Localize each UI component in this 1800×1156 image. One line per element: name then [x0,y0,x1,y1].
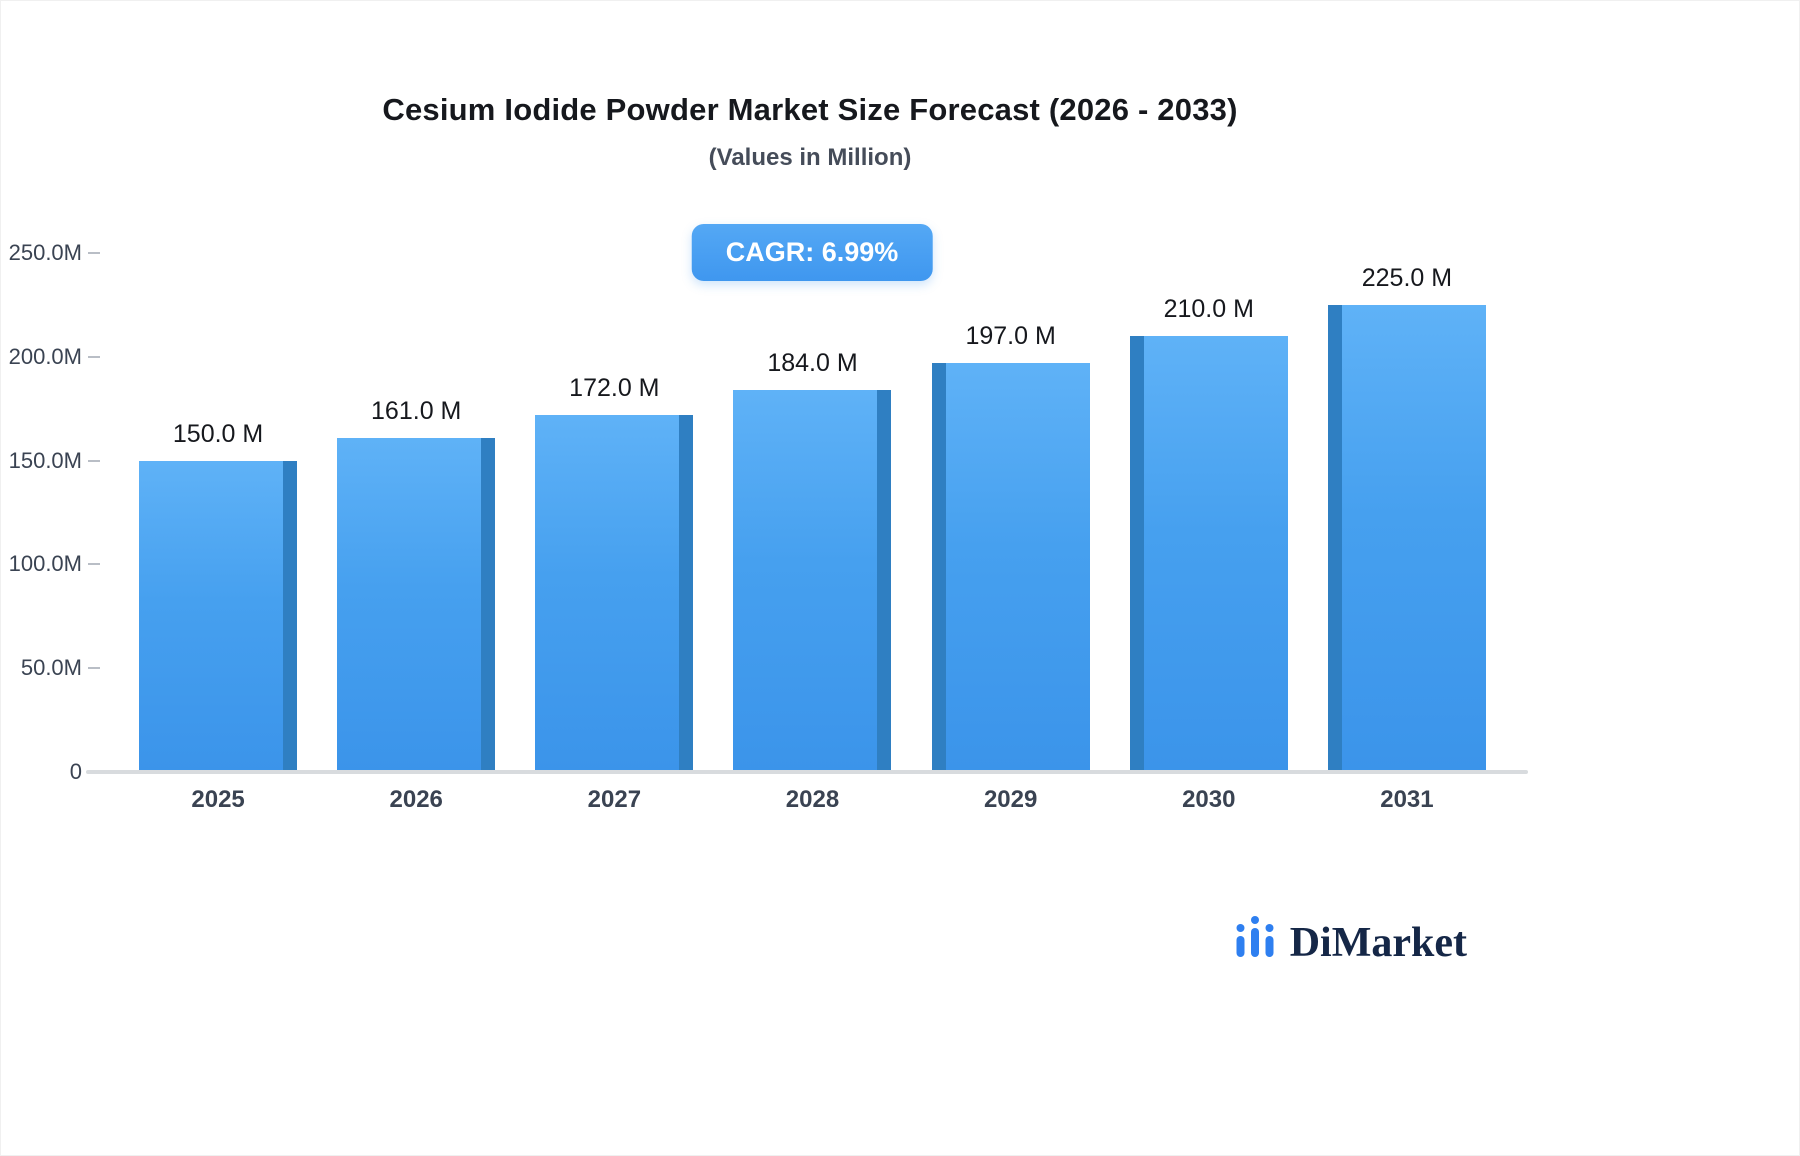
y-tick: 200.0M [9,344,100,370]
bar-value-label: 150.0 M [172,420,264,448]
bar[interactable] [931,363,1090,772]
bar-value-label: 161.0 M [371,397,462,425]
y-tick-label: 0 [69,759,82,784]
bar-value-label: 172.0 M [569,374,660,402]
bar-slot: 225.0 M [1308,253,1506,772]
y-tick-mark [88,563,100,566]
bar-slot: 161.0 M [317,253,515,772]
bar-side-shade [1129,336,1144,772]
y-tick-label: 250.0M [8,240,82,265]
y-tick-label: 150.0M [8,447,82,473]
bar-face[interactable] [1143,336,1288,772]
y-tick-label: 200.0M [8,343,82,369]
bar-slot: 184.0 M [713,253,911,772]
x-axis-labels: 2025 2026 2027 2028 2029 2030 2031 [105,786,1520,814]
chart-title: Cesium Iodide Powder Market Size Forecas… [382,92,1238,127]
bar-value-label: 197.0 M [965,322,1056,350]
bar-slot: 210.0 M [1110,253,1308,772]
bar-side-shade [679,415,694,772]
x-axis-label: 2027 [587,786,642,813]
x-axis-line [86,770,1528,774]
bar-face[interactable] [945,363,1090,772]
chart-subtitle: (Values in Million) [708,144,912,171]
plot-area: 150.0 M 161.0 M 172.0 M 184.0 M 197.0 M 210.0… [105,253,1520,772]
bar-side-shade [1327,305,1342,772]
bar-side-shade [283,461,298,772]
bar-face[interactable] [1341,305,1486,772]
y-tick-label: 100.0M [8,551,82,577]
x-axis-label: 2029 [983,786,1038,813]
bar-side-shade [877,390,892,772]
bar[interactable] [139,461,298,772]
brand-logo: DiMarket [1232,915,1467,964]
cagr-badge: CAGR: 6.99% [691,224,933,281]
bar-face[interactable] [139,461,284,772]
x-axis-label: 2025 [191,786,245,813]
bar-side-shade [481,438,496,772]
y-tick: 150.0M [9,448,100,474]
bar-face[interactable] [337,438,482,772]
bar-slot: 150.0 M [119,253,317,772]
bar[interactable] [1327,305,1486,772]
bar-side-shade [931,363,946,772]
x-axis-label: 2028 [785,786,840,813]
bar-slot: 172.0 M [515,253,713,772]
y-tick-mark [88,459,100,462]
x-axis-label: 2030 [1182,786,1236,813]
y-tick: 250.0M [9,240,100,266]
y-axis: 250.0M 200.0M 150.0M 100.0M 50.0M 0 [0,240,100,784]
x-axis-label: 2026 [389,786,443,813]
y-tick-mark [88,355,100,358]
bar[interactable] [535,415,694,772]
chart-header: Cesium Iodide Powder Market Size Forecas… [0,92,1620,172]
bars-container: 150.0 M 161.0 M 172.0 M 184.0 M 197.0 M 210.0… [105,253,1520,772]
bar[interactable] [337,438,496,772]
y-tick-mark [88,252,100,254]
bar-value-label: 225.0 M [1361,264,1453,292]
bar-value-label: 184.0 M [767,349,858,377]
bar[interactable] [733,390,892,772]
brand-bars-icon [1232,915,1278,964]
x-axis-label: 2031 [1380,786,1434,813]
brand-name: DiMarket [1289,920,1467,966]
bar-value-label: 210.0 M [1163,295,1254,323]
bar[interactable] [1129,336,1288,772]
bar-slot: 197.0 M [912,253,1110,772]
y-tick: 100.0M [9,551,100,577]
y-tick-mark [88,667,100,670]
y-tick: 50.0M [21,655,100,681]
bar-face[interactable] [535,415,680,772]
y-tick-label: 50.0M [20,655,82,681]
bar-face[interactable] [733,390,878,772]
